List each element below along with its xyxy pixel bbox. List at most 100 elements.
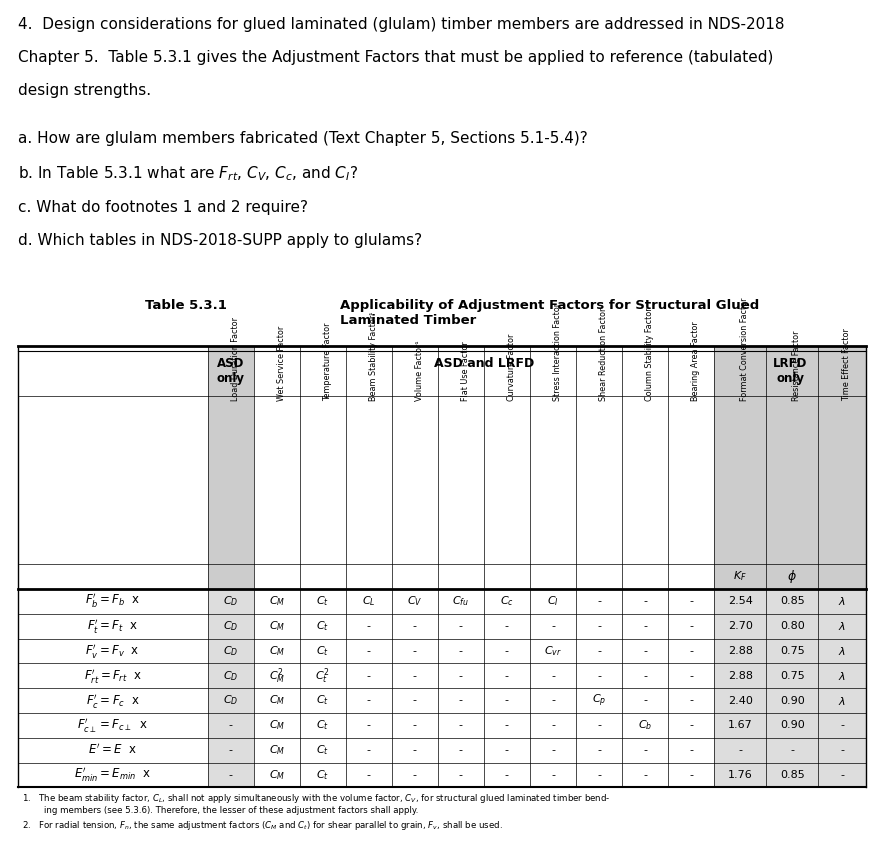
Text: $F_{rt}^{\prime}=F_{rt}$  x: $F_{rt}^{\prime}=F_{rt}$ x [84, 667, 142, 684]
Text: -: - [551, 621, 555, 631]
Text: -: - [413, 770, 416, 780]
Text: 2.54: 2.54 [728, 596, 752, 607]
Text: LRFD
only: LRFD only [773, 357, 808, 385]
Bar [254, 688, 714, 713]
Text: 2.88: 2.88 [728, 671, 752, 681]
Bar [18, 738, 207, 762]
Text: Applicability of Adjustment Factors for Structural Glued
Laminated Timber: Applicability of Adjustment Factors for … [340, 299, 760, 327]
Text: -: - [367, 621, 371, 631]
Text: a. How are glulam members fabricated (Text Chapter 5, Sections 5.1-5.4)?: a. How are glulam members fabricated (Te… [18, 131, 587, 146]
Bar [714, 738, 866, 762]
Text: -: - [690, 695, 693, 706]
Text: -: - [690, 720, 693, 730]
Bar [207, 614, 254, 639]
Bar [254, 762, 714, 788]
Bar [254, 589, 714, 614]
Text: -: - [367, 646, 371, 656]
Text: -: - [551, 720, 555, 730]
Text: $\lambda$: $\lambda$ [838, 596, 846, 607]
Text: ASD
only: ASD only [217, 357, 245, 385]
Text: Curvature Factor: Curvature Factor [507, 333, 516, 401]
Text: $F_c^{\prime}=F_c$  x: $F_c^{\prime}=F_c$ x [86, 691, 139, 710]
Text: Table 5.3.1: Table 5.3.1 [145, 299, 227, 311]
Text: -: - [505, 646, 509, 656]
Bar [254, 564, 714, 589]
Text: $C_{vr}$: $C_{vr}$ [544, 644, 562, 658]
Text: -: - [690, 745, 693, 755]
Bar [714, 397, 866, 564]
Text: $C_t$: $C_t$ [316, 619, 329, 633]
Text: Time Effect Factor: Time Effect Factor [843, 328, 851, 401]
Text: Column Stability Factor: Column Stability Factor [645, 307, 654, 401]
Bar [254, 614, 714, 639]
Text: -: - [458, 621, 463, 631]
Text: -: - [597, 745, 601, 755]
Text: -: - [367, 720, 371, 730]
Text: -: - [738, 745, 742, 755]
Text: $C_D$: $C_D$ [223, 619, 238, 633]
Text: $F_b^{\prime}=F_b$  x: $F_b^{\prime}=F_b$ x [85, 592, 140, 611]
Text: $E^{\prime}=E$  x: $E^{\prime}=E$ x [88, 743, 137, 757]
Text: -: - [228, 720, 233, 730]
Text: $C_V$: $C_V$ [407, 595, 423, 608]
Text: $E_{min}^{\prime}=E_{min}$  x: $E_{min}^{\prime}=E_{min}$ x [74, 766, 151, 784]
Bar [714, 346, 866, 397]
Text: Temperature Factor: Temperature Factor [323, 322, 332, 401]
Bar [207, 663, 254, 688]
Bar [714, 713, 866, 738]
Text: $C_M$: $C_M$ [269, 694, 285, 707]
Text: -: - [413, 621, 416, 631]
Text: $C_t$: $C_t$ [316, 768, 329, 782]
Text: -: - [367, 745, 371, 755]
Text: $\lambda$: $\lambda$ [838, 695, 846, 706]
Text: $C_M$: $C_M$ [269, 768, 285, 782]
Text: Format Conversion Factor: Format Conversion Factor [740, 298, 749, 401]
Text: $C_M$: $C_M$ [269, 619, 285, 633]
Text: $C_b$: $C_b$ [638, 718, 652, 733]
Bar [714, 688, 866, 713]
Text: -: - [458, 745, 463, 755]
Text: $F_v^{\prime}=F_v$  x: $F_v^{\prime}=F_v$ x [86, 642, 140, 660]
Text: -: - [458, 671, 463, 681]
Text: $F_t^{\prime}=F_t$  x: $F_t^{\prime}=F_t$ x [87, 618, 138, 635]
Text: -: - [840, 745, 844, 755]
Bar [254, 346, 714, 397]
Text: 2.   For radial tension, $F_n$, the same adjustment factors ($C_M$ and $C_t$) fo: 2. For radial tension, $F_n$, the same a… [22, 819, 503, 832]
Text: $C_t$: $C_t$ [316, 718, 329, 733]
Text: 0.85: 0.85 [780, 770, 804, 780]
Text: -: - [413, 695, 416, 706]
Text: -: - [505, 770, 509, 780]
Bar [18, 639, 207, 663]
Bar [207, 589, 254, 614]
Text: $C_M^2$: $C_M^2$ [269, 666, 285, 685]
Bar [18, 762, 207, 788]
Text: -: - [597, 596, 601, 607]
Text: $\lambda$: $\lambda$ [838, 670, 846, 682]
Text: $\phi$: $\phi$ [788, 568, 797, 585]
Text: -: - [690, 671, 693, 681]
Text: $C_D$: $C_D$ [223, 595, 238, 608]
Text: -: - [597, 646, 601, 656]
Text: $C_L$: $C_L$ [362, 595, 375, 608]
Text: design strengths.: design strengths. [18, 83, 150, 98]
Text: 1.67: 1.67 [728, 720, 752, 730]
Text: 0.85: 0.85 [780, 596, 804, 607]
Text: -: - [413, 745, 416, 755]
Text: -: - [458, 720, 463, 730]
Text: Flat Use Factor: Flat Use Factor [461, 341, 470, 401]
Bar [18, 713, 207, 738]
Text: $C_D$: $C_D$ [223, 644, 238, 658]
Text: -: - [505, 621, 509, 631]
Text: 0.80: 0.80 [780, 621, 804, 631]
Text: $F_{c\perp}^{\prime}=F_{c\perp}$  x: $F_{c\perp}^{\prime}=F_{c\perp}$ x [77, 717, 149, 734]
Text: 2.40: 2.40 [728, 695, 752, 706]
Text: $C_t$: $C_t$ [316, 744, 329, 757]
Bar [714, 564, 866, 589]
Text: 2.70: 2.70 [728, 621, 752, 631]
Text: Bearing Area Factor: Bearing Area Factor [691, 321, 700, 401]
Text: $\lambda$: $\lambda$ [838, 620, 846, 632]
Bar [207, 713, 254, 738]
Text: -: - [458, 695, 463, 706]
Bar [254, 713, 714, 738]
Text: ASD and LRFD: ASD and LRFD [434, 357, 534, 371]
